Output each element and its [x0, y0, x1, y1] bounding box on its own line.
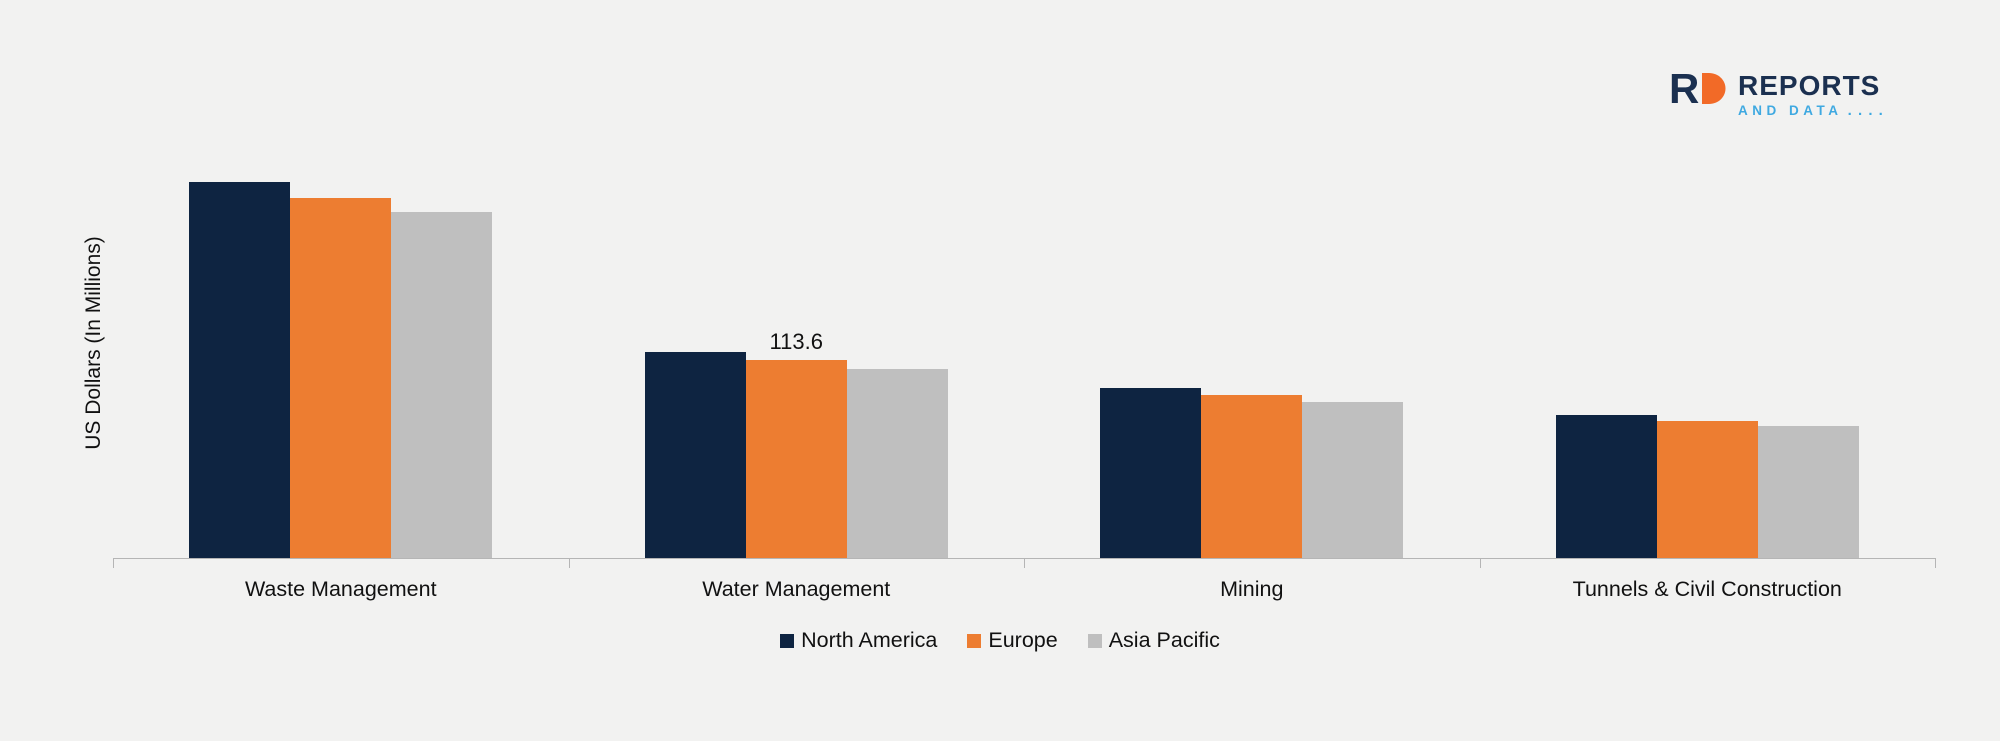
- data-label: 113.6: [769, 329, 823, 354]
- bar-north-america: [189, 182, 291, 558]
- y-axis-title: US Dollars (In Millions): [82, 236, 105, 450]
- bar-group: [113, 182, 569, 558]
- bar-group: [1480, 415, 1936, 558]
- bar-asia-pacific: [1757, 426, 1859, 558]
- bar-group: 113.6: [569, 329, 1025, 558]
- bar-europe: [290, 197, 392, 558]
- legend-item: Europe: [967, 628, 1058, 653]
- bar-north-america: [1555, 415, 1657, 558]
- category-label: Water Management: [702, 577, 891, 601]
- bar-europe: [1656, 421, 1758, 558]
- category-label: Tunnels & Civil Construction: [1572, 577, 1842, 601]
- logo-dots: . . . .: [1842, 102, 1884, 119]
- category-label: Mining: [1220, 577, 1284, 601]
- x-axis-tick: [1024, 558, 1025, 568]
- legend: North America Europe Asia Pacific: [0, 628, 2000, 653]
- legend-item: North America: [780, 628, 937, 653]
- bar-north-america: [1100, 387, 1202, 558]
- legend-label: Europe: [988, 628, 1058, 652]
- bar-north-america: [644, 352, 746, 558]
- logo-subtitle: AND DATA . . . .: [1738, 102, 1884, 119]
- logo-title: REPORTS: [1738, 70, 1881, 101]
- logo-text: REPORTS AND DATA . . . .: [1738, 70, 1884, 119]
- legend-swatch-icon: [967, 633, 982, 648]
- bar-asia-pacific: [1302, 402, 1404, 558]
- x-axis-tick: [1935, 558, 1936, 568]
- category-label: Waste Management: [244, 577, 437, 601]
- bar-europe: 113.6: [745, 329, 847, 558]
- category-axis-labels: Waste Management Water Management Mining Tu…: [113, 577, 1935, 602]
- x-axis-tick: [113, 558, 114, 568]
- legend-label: North America: [801, 628, 938, 652]
- x-axis-tick: [569, 558, 570, 568]
- legend-swatch-icon: [780, 633, 795, 648]
- logo-letter-r: R: [1671, 72, 1699, 106]
- bar-group: [1024, 387, 1480, 558]
- logo-letter-d-shape: [1702, 73, 1726, 104]
- legend-swatch-icon: [1087, 633, 1102, 648]
- x-axis-tick: [1480, 558, 1481, 568]
- reports-and-data-logo: R REPORTS AND DATA . . . .: [1671, 70, 1884, 119]
- legend-item: Asia Pacific: [1087, 628, 1220, 653]
- bar-europe: [1201, 395, 1303, 558]
- bar-asia-pacific: [846, 369, 948, 558]
- bar-asia-pacific: [391, 212, 493, 558]
- logo-monogram-icon: R: [1671, 72, 1726, 106]
- legend-label: Asia Pacific: [1108, 628, 1220, 652]
